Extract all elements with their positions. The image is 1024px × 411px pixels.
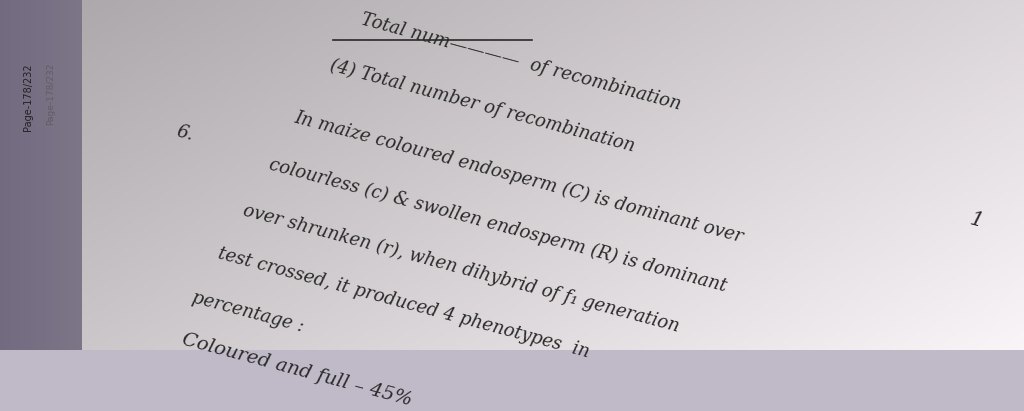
- Text: 6.: 6.: [174, 122, 196, 144]
- Text: 1: 1: [968, 210, 985, 231]
- Text: Total num————  of recombination: Total num———— of recombination: [358, 11, 683, 113]
- Text: (4) Total number of recombination: (4) Total number of recombination: [328, 56, 637, 155]
- Text: over shrunken (r), when dihybrid of f₁ generation: over shrunken (r), when dihybrid of f₁ g…: [241, 201, 681, 335]
- Text: Coloured and full – 45%: Coloured and full – 45%: [179, 330, 414, 409]
- Text: colourless (c) & swollen endosperm (R) is dominant: colourless (c) & swollen endosperm (R) i…: [266, 156, 728, 296]
- Text: Page-178/232: Page-178/232: [23, 63, 33, 131]
- Text: Page-178/232: Page-178/232: [46, 63, 55, 125]
- Text: In maize coloured endosperm (C) is dominant over: In maize coloured endosperm (C) is domin…: [292, 109, 745, 246]
- Text: test crossed, it produced 4 phenotypes  in: test crossed, it produced 4 phenotypes i…: [215, 245, 591, 361]
- Text: percentage :: percentage :: [189, 289, 306, 336]
